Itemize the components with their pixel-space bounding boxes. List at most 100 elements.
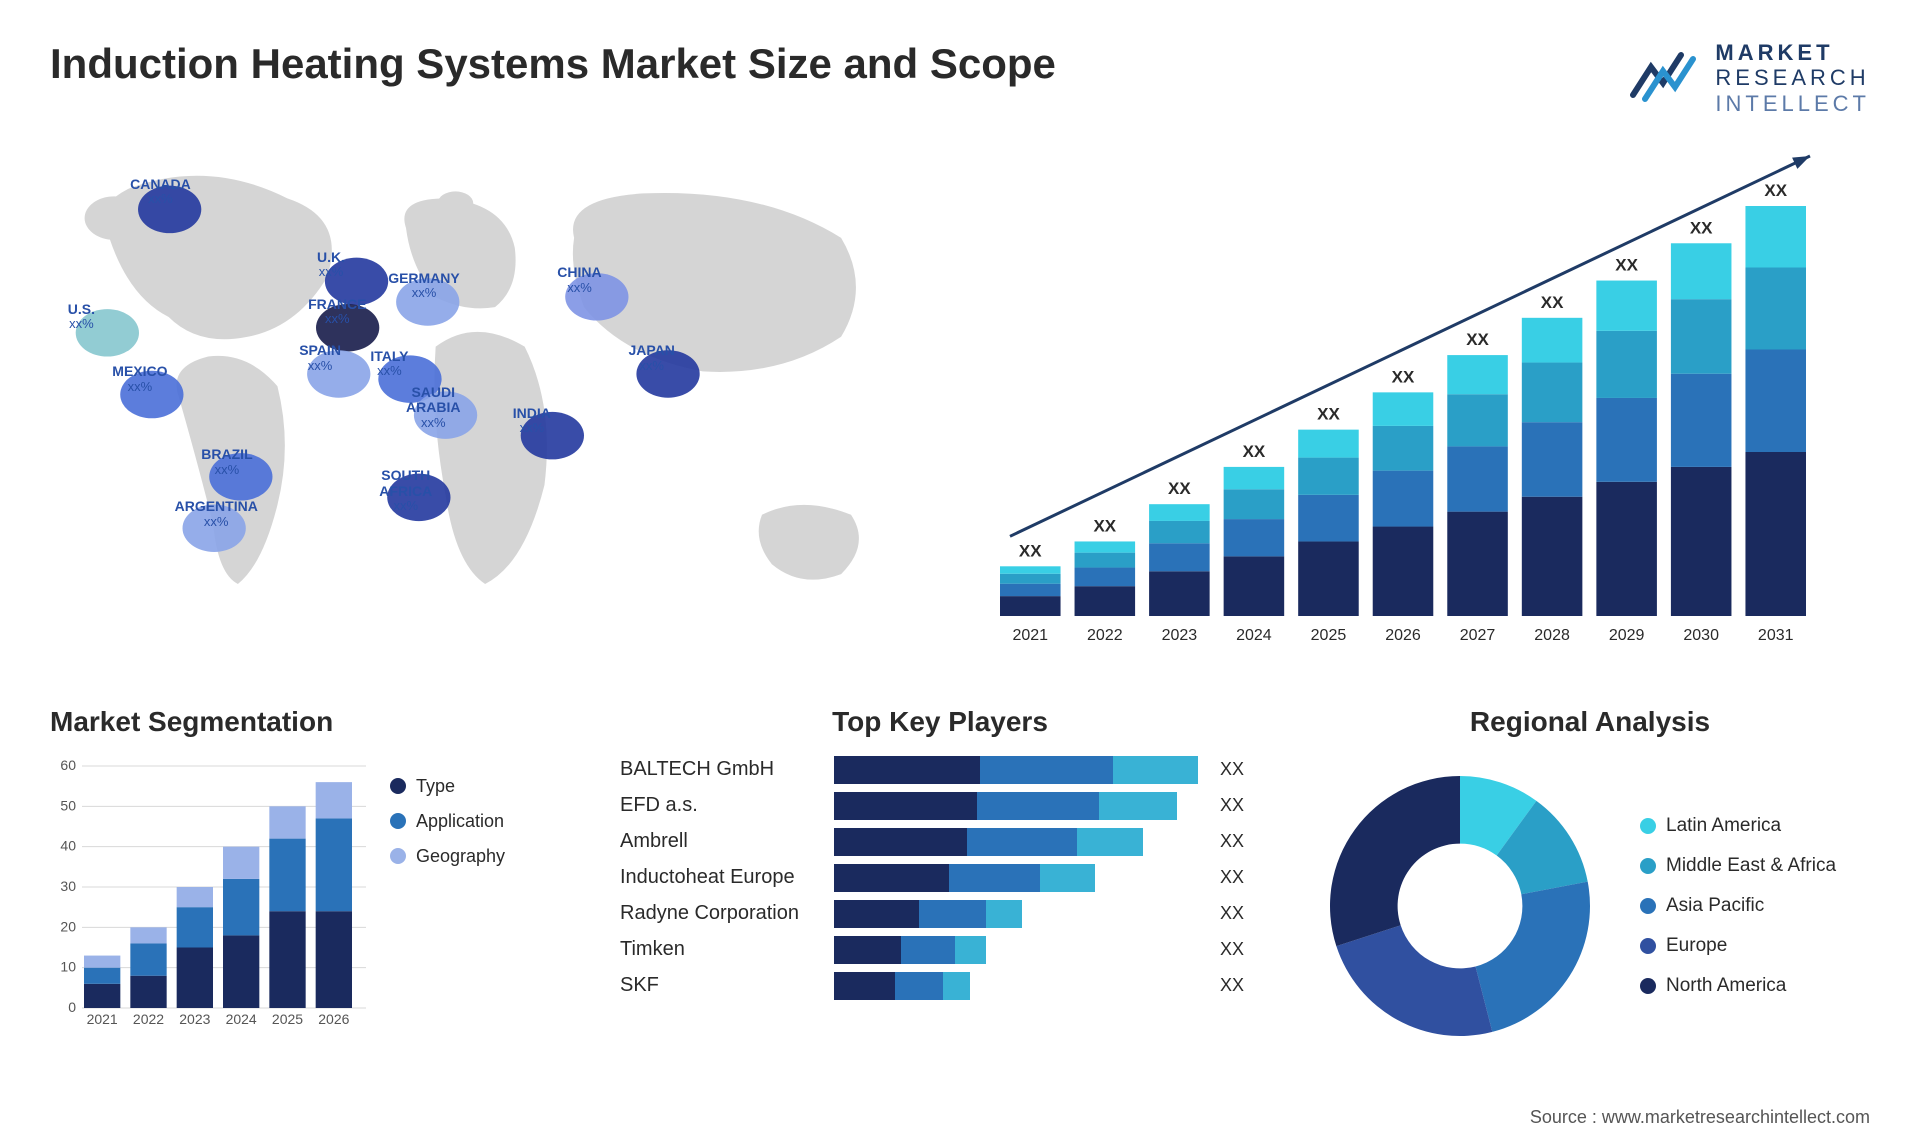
growth-bar-segment bbox=[1671, 374, 1732, 467]
growth-bar-segment bbox=[1000, 596, 1061, 616]
seg-bar-segment bbox=[84, 968, 120, 984]
player-name: Timken bbox=[620, 938, 820, 961]
legend-label: Type bbox=[416, 776, 455, 797]
map-label-mexico: MEXICOxx% bbox=[112, 364, 167, 394]
growth-year-label: 2031 bbox=[1758, 627, 1794, 644]
map-label-germany: GERMANYxx% bbox=[388, 271, 460, 301]
seg-ytick: 50 bbox=[60, 797, 76, 813]
growth-bar-segment bbox=[1373, 392, 1434, 426]
growth-bar-segment bbox=[1224, 489, 1285, 519]
player-bar-segment bbox=[977, 792, 1098, 820]
player-bar-segment bbox=[834, 936, 901, 964]
seg-ytick: 30 bbox=[60, 878, 76, 894]
growth-bar-label: XX bbox=[1466, 330, 1489, 349]
legend-swatch bbox=[1640, 898, 1656, 914]
regional-panel: Regional Analysis Latin AmericaMiddle Ea… bbox=[1310, 706, 1870, 1056]
seg-bar-segment bbox=[177, 947, 213, 1008]
player-bar bbox=[834, 864, 1198, 892]
growth-bar-segment bbox=[1075, 553, 1136, 568]
map-label-argentina: ARGENTINAxx% bbox=[175, 499, 258, 529]
map-label-france: FRANCExx% bbox=[308, 297, 366, 327]
growth-bar-label: XX bbox=[1615, 255, 1638, 274]
growth-bar-segment bbox=[1224, 519, 1285, 556]
player-value: XX bbox=[1220, 831, 1260, 852]
seg-bar-segment bbox=[269, 911, 305, 1008]
growth-bar-segment bbox=[1000, 584, 1061, 596]
logo-text: MARKET RESEARCH INTELLECT bbox=[1715, 40, 1870, 116]
growth-bar-segment bbox=[1298, 495, 1359, 542]
logo-line-1: MARKET bbox=[1715, 40, 1870, 65]
seg-ytick: 60 bbox=[60, 757, 76, 773]
seg-legend-item: Type bbox=[390, 776, 505, 797]
seg-bar-segment bbox=[223, 879, 259, 935]
growth-bar-segment bbox=[1224, 467, 1285, 489]
top-row: CANADAxx%U.S.xx%MEXICOxx%BRAZILxx%ARGENT… bbox=[50, 146, 1870, 666]
growth-bar-label: XX bbox=[1243, 442, 1266, 461]
map-label-china: CHINAxx% bbox=[557, 265, 601, 295]
growth-bar-segment bbox=[1522, 318, 1583, 363]
player-bar-segment bbox=[980, 756, 1113, 784]
regional-legend-item: Middle East & Africa bbox=[1640, 855, 1836, 877]
growth-bar-segment bbox=[1745, 206, 1806, 268]
donut-chart-svg bbox=[1310, 756, 1610, 1056]
player-bar-segment bbox=[1113, 756, 1198, 784]
player-row: Inductoheat Europe XX bbox=[620, 864, 1260, 892]
trend-arrow-head bbox=[1792, 156, 1810, 169]
growth-bar-segment bbox=[1447, 355, 1508, 394]
growth-bar-segment bbox=[1373, 471, 1434, 527]
growth-bar-segment bbox=[1447, 512, 1508, 616]
growth-chart-panel: XX2021XX2022XX2023XX2024XX2025XX2026XX20… bbox=[980, 146, 1870, 666]
player-bar-segment bbox=[919, 900, 986, 928]
logo-line-2: RESEARCH bbox=[1715, 65, 1870, 90]
map-label-uk: U.K.xx% bbox=[317, 250, 345, 280]
seg-year-label: 2025 bbox=[272, 1011, 303, 1027]
growth-bar-segment bbox=[1149, 521, 1210, 543]
seg-bar-segment bbox=[130, 943, 166, 975]
growth-year-label: 2024 bbox=[1236, 627, 1272, 644]
player-bar-segment bbox=[901, 936, 956, 964]
player-name: Radyne Corporation bbox=[620, 902, 820, 925]
seg-ytick: 10 bbox=[60, 959, 76, 975]
player-value: XX bbox=[1220, 975, 1260, 996]
seg-bar-segment bbox=[84, 955, 120, 967]
growth-bar-segment bbox=[1522, 362, 1583, 422]
player-bar-segment bbox=[834, 756, 980, 784]
growth-bar-label: XX bbox=[1317, 405, 1340, 424]
player-name: BALTECH GmbH bbox=[620, 758, 820, 781]
seg-bar-segment bbox=[177, 907, 213, 947]
legend-label: Application bbox=[416, 811, 504, 832]
seg-bar-segment bbox=[223, 847, 259, 879]
growth-year-label: 2028 bbox=[1534, 627, 1570, 644]
growth-bar-segment bbox=[1075, 567, 1136, 586]
player-bar-segment bbox=[949, 864, 1040, 892]
legend-label: Latin America bbox=[1666, 815, 1781, 837]
growth-bar-segment bbox=[1298, 541, 1359, 616]
seg-bar-segment bbox=[130, 927, 166, 943]
donut-slice bbox=[1330, 776, 1460, 946]
seg-bar-segment bbox=[269, 806, 305, 838]
growth-bar-segment bbox=[1224, 556, 1285, 616]
growth-bar-segment bbox=[1745, 349, 1806, 452]
growth-bar-segment bbox=[1075, 541, 1136, 552]
player-bar bbox=[834, 972, 1198, 1000]
regional-legend: Latin AmericaMiddle East & AfricaAsia Pa… bbox=[1640, 815, 1836, 997]
growth-bar-segment bbox=[1671, 299, 1732, 374]
logo-icon bbox=[1629, 49, 1701, 107]
legend-swatch bbox=[390, 778, 406, 794]
growth-bar-segment bbox=[1596, 398, 1657, 482]
growth-bar-segment bbox=[1298, 457, 1359, 494]
growth-bar-label: XX bbox=[1093, 516, 1116, 535]
map-label-saudiarabia: SAUDIARABIAxx% bbox=[406, 385, 460, 430]
player-value: XX bbox=[1220, 795, 1260, 816]
source-attribution: Source : www.marketresearchintellect.com bbox=[1530, 1107, 1870, 1128]
seg-bar-segment bbox=[84, 984, 120, 1008]
player-name: Inductoheat Europe bbox=[620, 866, 820, 889]
player-bar-segment bbox=[967, 828, 1076, 856]
growth-bar-segment bbox=[1075, 586, 1136, 616]
player-bar bbox=[834, 828, 1198, 856]
seg-bar-segment bbox=[130, 976, 166, 1008]
player-bar-segment bbox=[986, 900, 1022, 928]
growth-bar-segment bbox=[1149, 543, 1210, 571]
legend-label: Middle East & Africa bbox=[1666, 855, 1836, 877]
map-label-italy: ITALYxx% bbox=[370, 349, 408, 379]
